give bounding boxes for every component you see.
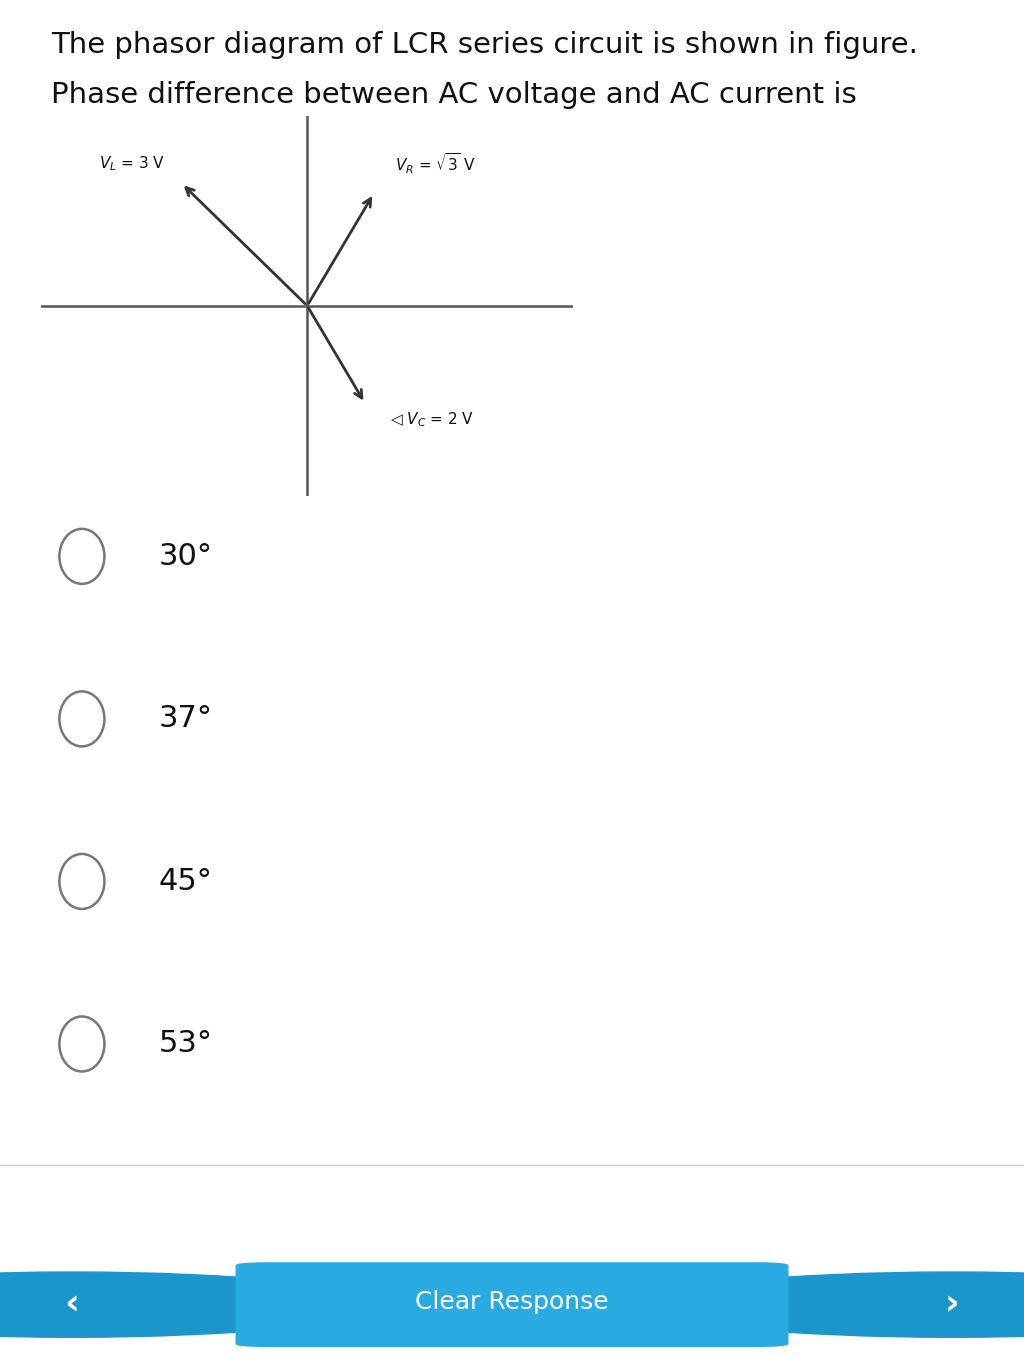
Text: 30°: 30° (159, 542, 213, 571)
Text: 53°: 53° (159, 1030, 213, 1059)
Text: ‹: ‹ (65, 1287, 79, 1322)
Text: Clear Response: Clear Response (415, 1291, 609, 1314)
Circle shape (645, 1272, 1024, 1337)
Text: $V_L$ = 3 V: $V_L$ = 3 V (99, 155, 165, 173)
Text: Phase difference between AC voltage and AC current is: Phase difference between AC voltage and … (51, 82, 857, 109)
Text: 37°: 37° (159, 704, 213, 734)
Text: 45°: 45° (159, 867, 213, 896)
Text: The phasor diagram of LCR series circuit is shown in figure.: The phasor diagram of LCR series circuit… (51, 31, 919, 60)
Text: ›: › (945, 1287, 959, 1322)
Text: $V_R$ = $\sqrt{3}$ V: $V_R$ = $\sqrt{3}$ V (395, 151, 476, 177)
Text: $\triangleleft$ $V_C$ = 2 V: $\triangleleft$ $V_C$ = 2 V (390, 410, 474, 428)
Circle shape (0, 1272, 379, 1337)
FancyBboxPatch shape (236, 1263, 788, 1347)
